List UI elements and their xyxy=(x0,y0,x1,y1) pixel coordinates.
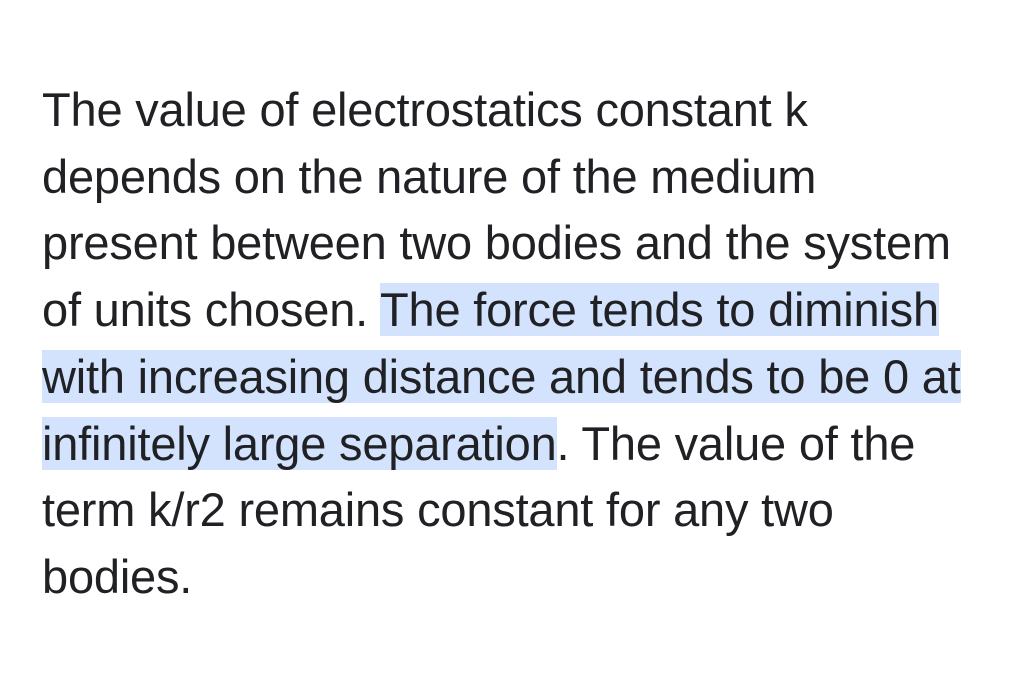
body-paragraph[interactable]: The value of electrostatics constant k d… xyxy=(42,77,982,611)
page: The value of electrostatics constant k d… xyxy=(0,0,1024,680)
